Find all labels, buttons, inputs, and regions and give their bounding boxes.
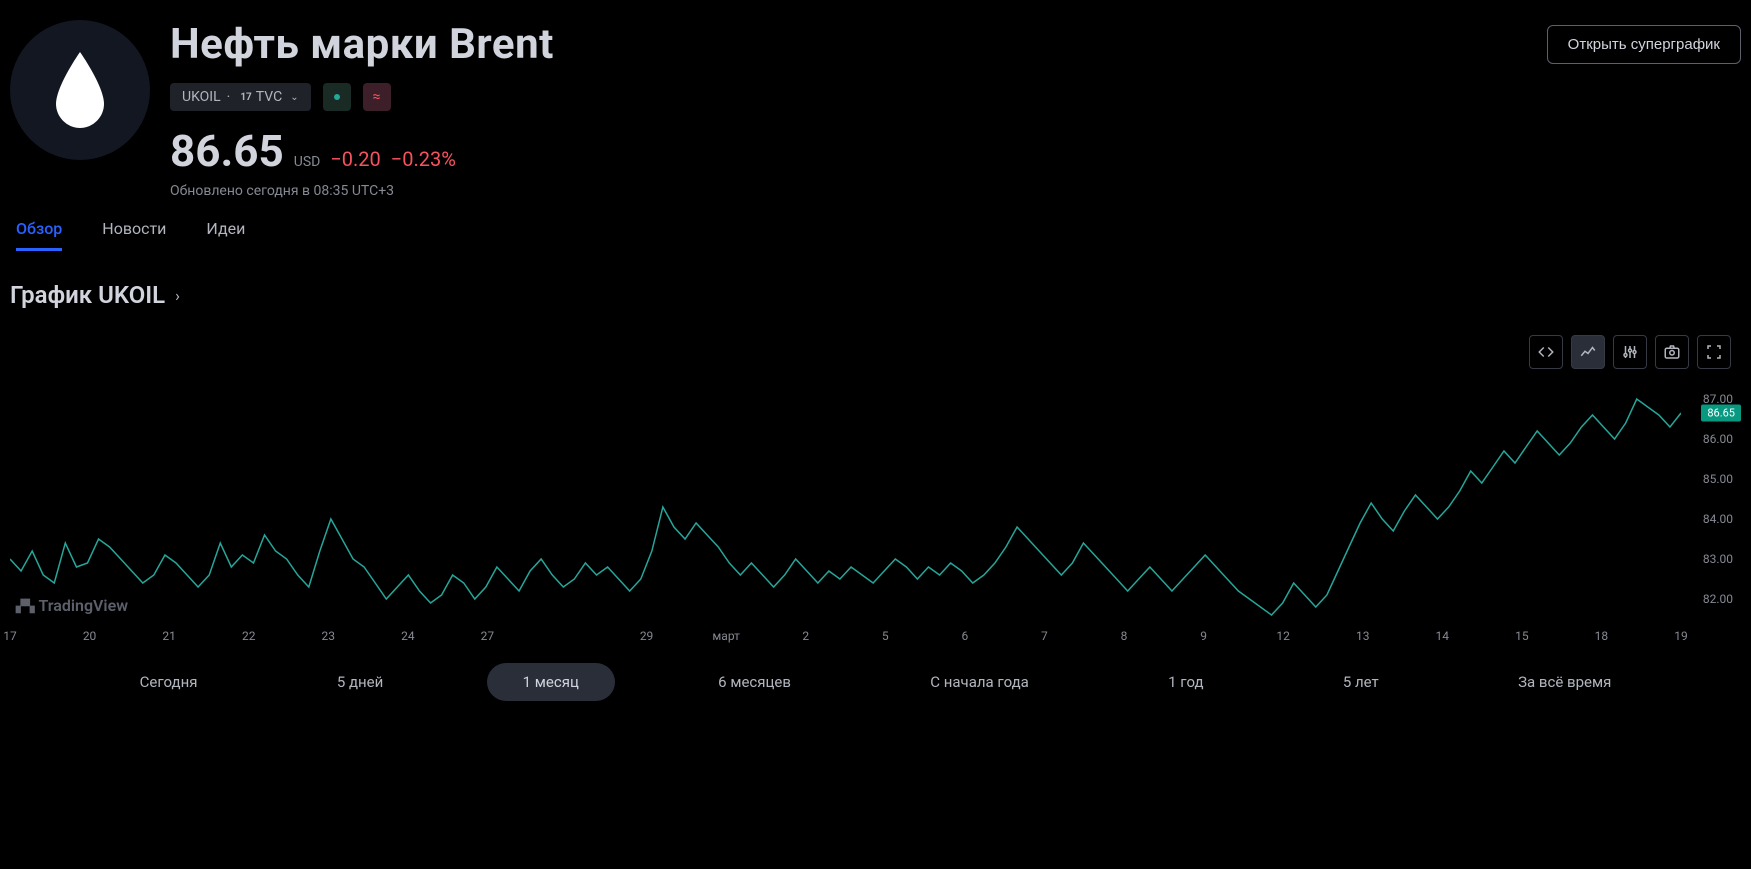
x-tick: 8 bbox=[1121, 629, 1128, 643]
y-tick: 85.00 bbox=[1703, 472, 1733, 486]
currency-label: USD bbox=[294, 154, 321, 170]
fullscreen-icon bbox=[1705, 343, 1723, 361]
range-tab[interactable]: За всё время bbox=[1482, 663, 1647, 701]
range-tab[interactable]: 6 месяцев bbox=[682, 663, 827, 701]
x-tick: 5 bbox=[882, 629, 889, 643]
x-tick: 27 bbox=[481, 629, 495, 643]
x-tick: 13 bbox=[1356, 629, 1370, 643]
chart-type-line-button[interactable] bbox=[1571, 335, 1605, 369]
x-tick: 24 bbox=[401, 629, 415, 643]
x-tick: 19 bbox=[1674, 629, 1688, 643]
x-tick: 12 bbox=[1276, 629, 1290, 643]
x-tick: 7 bbox=[1041, 629, 1048, 643]
code-icon bbox=[1537, 343, 1555, 361]
open-superchart-button[interactable]: Открыть суперграфик bbox=[1547, 25, 1741, 64]
y-tick: 83.00 bbox=[1703, 552, 1733, 566]
range-tabs: Сегодня 5 дней 1 месяц 6 месяцев С начала го… bbox=[10, 663, 1741, 701]
embed-button[interactable] bbox=[1529, 335, 1563, 369]
chart-svg bbox=[10, 379, 1681, 619]
chart-title-link[interactable]: График UKOIL › bbox=[10, 281, 1741, 309]
price-change-abs: −0.20 bbox=[330, 147, 380, 171]
snapshot-button[interactable] bbox=[1655, 335, 1689, 369]
nav-tab-Новости[interactable]: Новости bbox=[102, 219, 166, 251]
ticker-sep: · bbox=[227, 89, 231, 105]
chevron-right-icon: › bbox=[175, 286, 180, 305]
ticker-selector[interactable]: UKOIL · 17 TVC ⌄ bbox=[170, 83, 311, 111]
range-tab[interactable]: 5 дней bbox=[301, 663, 419, 701]
symbol-icon bbox=[10, 20, 150, 160]
y-tick: 82.00 bbox=[1703, 592, 1733, 606]
x-tick: 20 bbox=[83, 629, 97, 643]
current-price-tag: 86.65 bbox=[1701, 405, 1741, 422]
range-tab[interactable]: С начала года bbox=[894, 663, 1065, 701]
range-tab[interactable]: Сегодня bbox=[104, 663, 234, 701]
tradingview-watermark: ▞▚ TradingView bbox=[16, 596, 128, 615]
y-tick: 86.00 bbox=[1703, 432, 1733, 446]
x-tick: 14 bbox=[1436, 629, 1450, 643]
price-change-pct: −0.23% bbox=[391, 147, 456, 171]
page-title: Нефть марки Brent bbox=[170, 20, 554, 69]
line-chart-icon bbox=[1579, 343, 1597, 361]
x-tick: 22 bbox=[242, 629, 256, 643]
x-tick: 6 bbox=[961, 629, 968, 643]
ticker-symbol: UKOIL bbox=[182, 89, 221, 105]
nav-tab-Идеи[interactable]: Идеи bbox=[206, 219, 245, 251]
tv-icon: 17 bbox=[240, 92, 251, 103]
oil-drop-icon bbox=[52, 52, 108, 128]
indicator-badge[interactable]: ≈ bbox=[363, 83, 391, 111]
x-tick: 29 bbox=[640, 629, 654, 643]
x-axis: 1720212223242729март256789121314151819 bbox=[10, 629, 1681, 659]
settings-button[interactable] bbox=[1613, 335, 1647, 369]
ticker-provider: TVC bbox=[256, 89, 282, 105]
range-tab[interactable]: 1 месяц bbox=[487, 663, 615, 701]
x-tick: 21 bbox=[162, 629, 176, 643]
sliders-icon bbox=[1621, 343, 1639, 361]
x-tick: 23 bbox=[322, 629, 336, 643]
y-axis: 82.0083.0084.0085.0086.0087.0086.65 bbox=[1685, 379, 1741, 619]
updated-label: Обновлено сегодня в 08:35 UTC+3 bbox=[170, 183, 1741, 199]
price-value: 86.65 bbox=[170, 125, 284, 177]
x-tick: март bbox=[712, 629, 739, 643]
fullscreen-button[interactable] bbox=[1697, 335, 1731, 369]
camera-icon bbox=[1663, 343, 1681, 361]
market-status-badge[interactable] bbox=[323, 83, 351, 111]
x-tick: 18 bbox=[1595, 629, 1609, 643]
nav-tabs: Обзор Новости Идеи bbox=[0, 199, 1751, 251]
x-tick: 9 bbox=[1200, 629, 1207, 643]
x-tick: 17 bbox=[3, 629, 17, 643]
chart-title: График UKOIL bbox=[10, 281, 165, 309]
chevron-down-icon: ⌄ bbox=[290, 92, 298, 103]
nav-tab-Обзор[interactable]: Обзор bbox=[16, 219, 62, 251]
x-tick: 2 bbox=[802, 629, 809, 643]
y-tick: 84.00 bbox=[1703, 512, 1733, 526]
chart-area[interactable] bbox=[10, 379, 1681, 619]
range-tab[interactable]: 1 год bbox=[1132, 663, 1239, 701]
range-tab[interactable]: 5 лет bbox=[1307, 663, 1415, 701]
x-tick: 15 bbox=[1515, 629, 1529, 643]
